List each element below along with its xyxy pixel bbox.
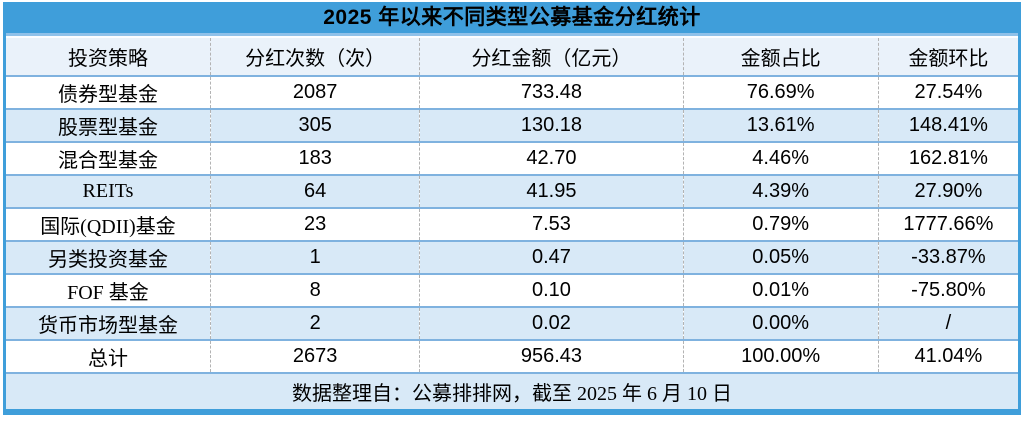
amount-cell: 41.95	[419, 175, 683, 209]
table-row: 混合型基金 183 42.70 4.46% 162.81%	[6, 142, 1018, 176]
count-cell: 1	[209, 241, 420, 275]
table-frame: 2025 年以来不同类型公募基金分红统计 投资策略 分红次数（次） 分红金额（亿…	[3, 2, 1021, 415]
share-cell: 76.69%	[682, 76, 879, 110]
amount-cell: 7.53	[419, 208, 683, 242]
amount-cell: 0.47	[419, 241, 683, 275]
table-row: 国际(QDII)基金 23 7.53 0.79% 1777.66%	[6, 208, 1018, 242]
amount-cell: 0.02	[419, 307, 683, 341]
table-row: 股票型基金 305 130.18 13.61% 148.41%	[6, 109, 1018, 143]
column-header-strategy: 投资策略	[6, 36, 211, 77]
strategy-cell: 股票型基金	[6, 109, 211, 143]
footer-note: 数据整理自：公募排排网，截至 2025 年 6 月 10 日	[6, 373, 1018, 409]
mom-cell: 27.90%	[877, 175, 1018, 209]
header-row: 投资策略 分红次数（次） 分红金额（亿元） 金额占比 金额环比	[6, 36, 1018, 77]
mom-cell: 1777.66%	[877, 208, 1018, 242]
share-cell: 4.39%	[682, 175, 879, 209]
share-cell: 100.00%	[682, 340, 879, 374]
strategy-cell: 另类投资基金	[6, 241, 211, 275]
mom-cell: 27.54%	[877, 76, 1018, 110]
column-header-share: 金额占比	[682, 36, 879, 77]
mom-cell: 41.04%	[877, 340, 1018, 374]
strategy-cell: 混合型基金	[6, 142, 211, 176]
fund-dividend-table: 投资策略 分红次数（次） 分红金额（亿元） 金额占比 金额环比 债券型基金 20…	[6, 36, 1018, 409]
strategy-cell: REITs	[6, 175, 211, 209]
share-cell: 13.61%	[682, 109, 879, 143]
table-row: 债券型基金 2087 733.48 76.69% 27.54%	[6, 76, 1018, 110]
amount-cell: 42.70	[419, 142, 683, 176]
amount-cell: 956.43	[419, 340, 683, 374]
count-cell: 64	[209, 175, 420, 209]
strategy-cell: 国际(QDII)基金	[6, 208, 211, 242]
column-header-count: 分红次数（次）	[209, 36, 420, 77]
mom-cell: /	[877, 307, 1018, 341]
share-cell: 0.00%	[682, 307, 879, 341]
table-row: FOF 基金 8 0.10 0.01% -75.80%	[6, 274, 1018, 308]
table-row: 货币市场型基金 2 0.02 0.00% /	[6, 307, 1018, 341]
count-cell: 2087	[209, 76, 420, 110]
amount-cell: 733.48	[419, 76, 683, 110]
table-row-total: 总计 2673 956.43 100.00% 41.04%	[6, 340, 1018, 374]
mom-cell: -33.87%	[877, 241, 1018, 275]
share-cell: 0.79%	[682, 208, 879, 242]
table-row: REITs 64 41.95 4.39% 27.90%	[6, 175, 1018, 209]
count-cell: 2	[209, 307, 420, 341]
mom-cell: -75.80%	[877, 274, 1018, 308]
strategy-cell: 货币市场型基金	[6, 307, 211, 341]
share-cell: 0.01%	[682, 274, 879, 308]
mom-cell: 162.81%	[877, 142, 1018, 176]
count-cell: 305	[209, 109, 420, 143]
count-cell: 183	[209, 142, 420, 176]
strategy-cell: 债券型基金	[6, 76, 211, 110]
column-header-amount: 分红金额（亿元）	[419, 36, 683, 77]
share-cell: 4.46%	[682, 142, 879, 176]
strategy-cell: FOF 基金	[6, 274, 211, 308]
table-row: 另类投资基金 1 0.47 0.05% -33.87%	[6, 241, 1018, 275]
strategy-cell: 总计	[6, 340, 211, 374]
amount-cell: 130.18	[419, 109, 683, 143]
mom-cell: 148.41%	[877, 109, 1018, 143]
count-cell: 8	[209, 274, 420, 308]
share-cell: 0.05%	[682, 241, 879, 275]
count-cell: 23	[209, 208, 420, 242]
column-header-mom: 金额环比	[877, 36, 1018, 77]
table-title: 2025 年以来不同类型公募基金分红统计	[6, 2, 1018, 36]
amount-cell: 0.10	[419, 274, 683, 308]
footer-row: 数据整理自：公募排排网，截至 2025 年 6 月 10 日	[6, 373, 1018, 409]
count-cell: 2673	[209, 340, 420, 374]
